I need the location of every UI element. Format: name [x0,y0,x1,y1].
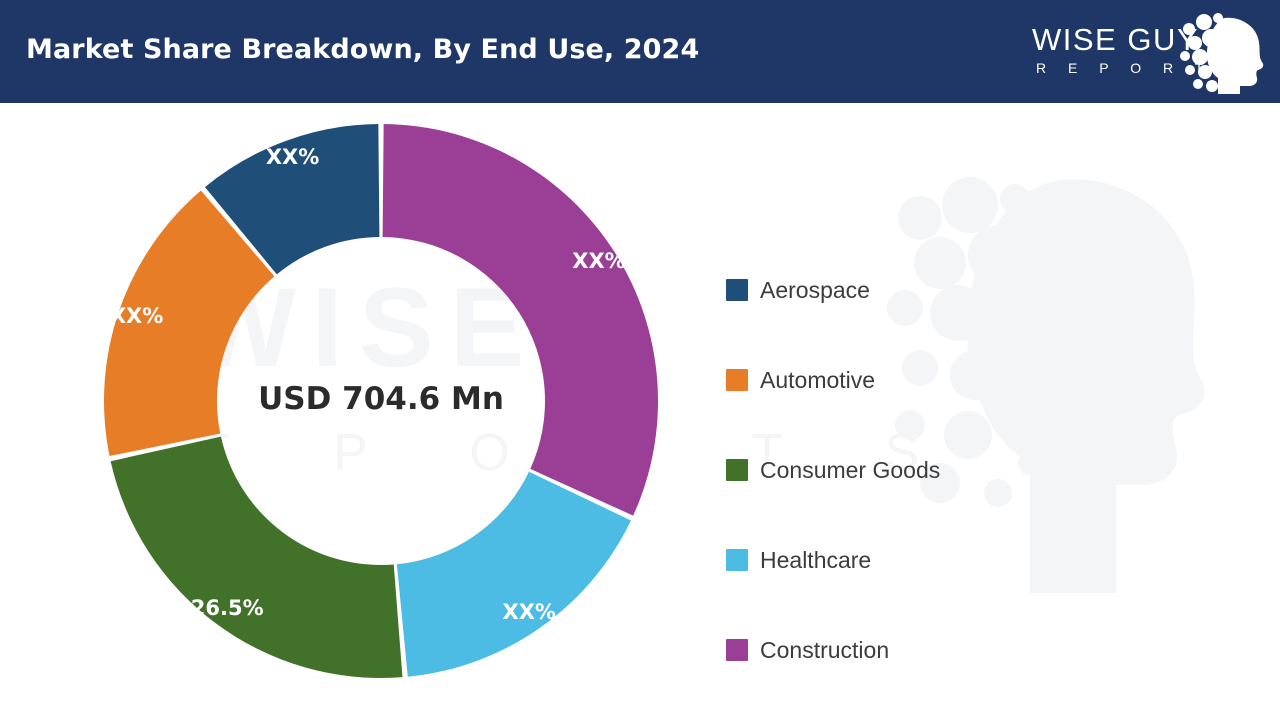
legend-label-consumer-goods: Consumer Goods [760,456,941,483]
legend-item-construction[interactable]: Construction [726,605,1146,695]
donut-center-value: USD 704.6 Mn [258,381,504,417]
legend-label-automotive: Automotive [760,366,876,393]
legend-swatch-construction [726,639,748,661]
legend-swatch-aerospace [726,279,748,301]
dotted-head-profile-icon [1180,13,1264,94]
donut-chart-svg: XX% XX% 26.5% XX% XX% [104,124,658,678]
slice-label-automotive: XX% [110,304,163,328]
slice-label-consumer-goods: 26.5% [191,596,264,620]
legend-label-aerospace: Aerospace [760,276,870,303]
page-header: Market Share Breakdown, By End Use, 2024… [0,0,1280,103]
chart-legend: Aerospace Automotive Consumer Goods Heal… [726,245,1146,695]
chart-body: WISE E P O R T S XX%XX%26.5%XX%XX% USD 7… [0,103,1280,720]
page-title: Market Share Breakdown, By End Use, 2024 [26,34,700,65]
donut-slice-automotive[interactable] [104,190,275,456]
legend-label-construction: Construction [760,636,890,663]
legend-swatch-automotive [726,369,748,391]
dotted-head-profile-watermark [887,177,1205,593]
donut-slices [104,124,658,678]
legend-swatch-healthcare [726,549,748,571]
donut-slice-healthcare[interactable] [396,471,631,677]
logo-secondary-text: R E P O R T S [1036,60,1244,76]
logo-primary-text: WISE GUY [1032,22,1200,57]
legend-item-consumer-goods[interactable]: Consumer Goods [726,425,1146,515]
slice-label-aerospace: XX% [266,145,319,169]
donut-slice-labels: XX% XX% 26.5% XX% XX% [110,145,626,624]
donut-slice-consumer-goods[interactable] [110,436,403,678]
legend-item-aerospace[interactable]: Aerospace [726,245,1146,335]
legend-swatch-consumer-goods [726,459,748,481]
donut-slice-construction[interactable] [382,124,658,516]
legend-item-healthcare[interactable]: Healthcare [726,515,1146,605]
legend-label-healthcare: Healthcare [760,546,872,573]
wise-guy-reports-logo: WISE GUY R E P O R T S [1022,8,1272,96]
legend-item-automotive[interactable]: Automotive [726,335,1146,425]
slice-label-healthcare: XX% [503,600,556,624]
donut-slice-aerospace[interactable] [204,124,380,275]
slice-label-construction: XX% [572,249,625,273]
donut-chart: XX% XX% 26.5% XX% XX% USD 704.6 Mn [99,119,663,683]
